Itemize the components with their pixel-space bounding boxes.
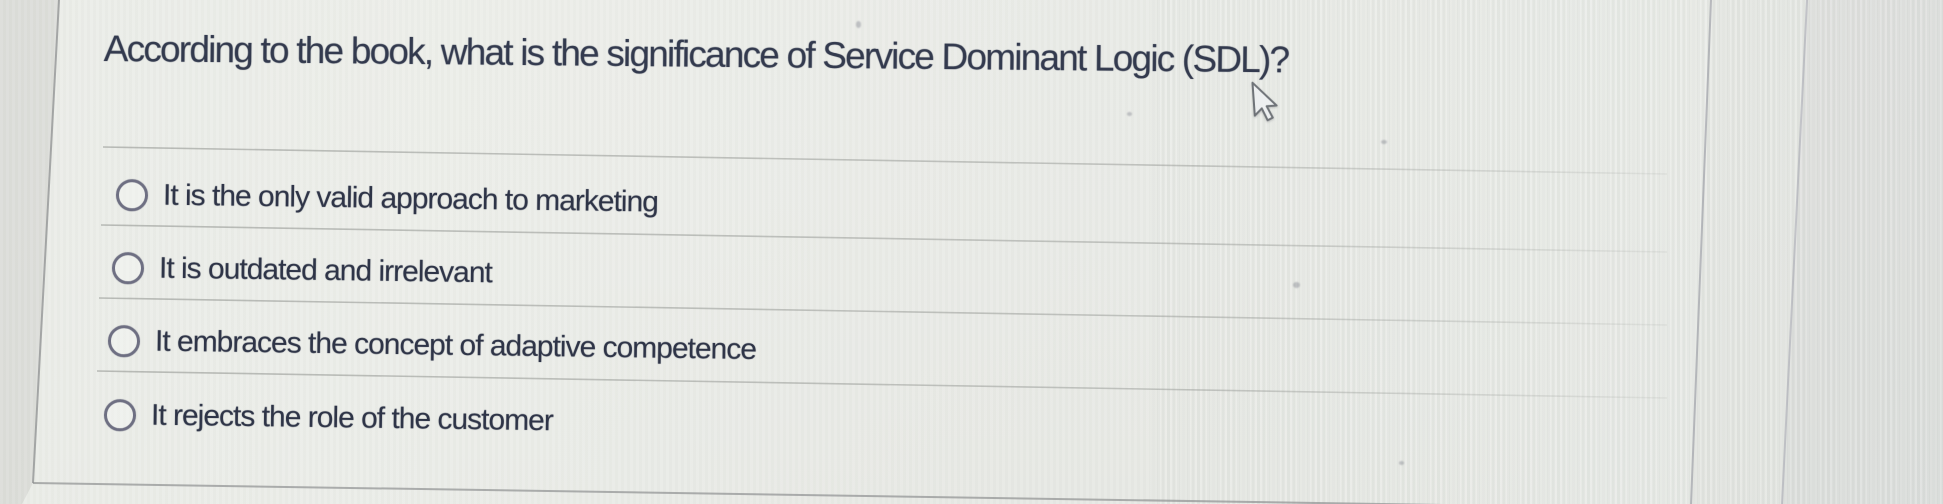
answer-option-label: It is the only valid approach to marketi…	[162, 178, 659, 219]
answer-option-2[interactable]: It is outdated and irrelevant	[111, 248, 493, 293]
answer-option-4[interactable]: It rejects the role of the customer	[103, 395, 554, 441]
radio-unselected-icon[interactable]	[115, 179, 149, 212]
answer-option-label: It embraces the concept of adaptive comp…	[154, 324, 757, 367]
radio-unselected-icon[interactable]	[103, 399, 137, 432]
answer-option-label: It is outdated and irrelevant	[158, 251, 493, 290]
radio-unselected-icon[interactable]	[107, 325, 141, 358]
answer-option-label: It rejects the role of the customer	[150, 398, 554, 438]
radio-unselected-icon[interactable]	[111, 252, 145, 285]
answer-option-1[interactable]: It is the only valid approach to marketi…	[115, 175, 659, 223]
